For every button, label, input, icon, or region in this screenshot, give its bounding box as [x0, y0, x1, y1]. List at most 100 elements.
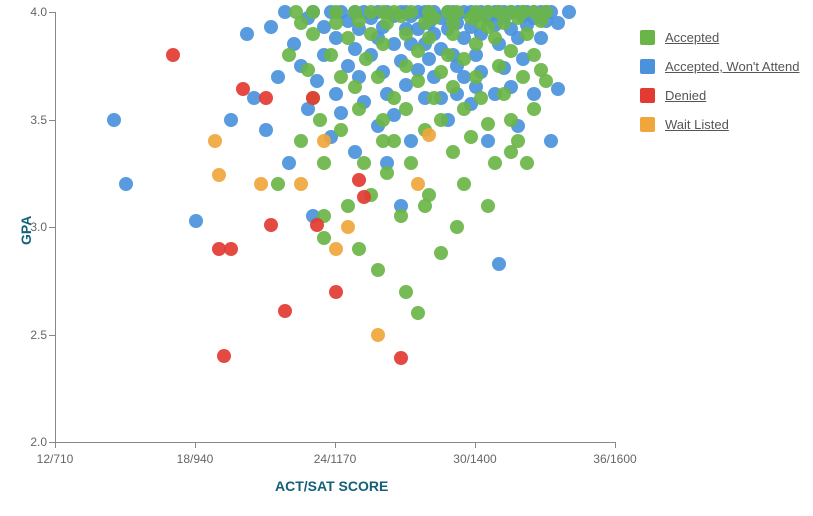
x-tick — [195, 442, 196, 448]
data-point — [394, 209, 408, 223]
data-point — [441, 48, 455, 62]
data-point — [371, 70, 385, 84]
legend-item-wait[interactable]: Wait Listed — [640, 117, 800, 132]
legend-item-denied[interactable]: Denied — [640, 88, 800, 103]
data-point — [376, 134, 390, 148]
data-point — [259, 123, 273, 137]
data-point — [446, 16, 460, 30]
data-point — [434, 113, 448, 127]
x-tick-label: 12/710 — [37, 452, 74, 466]
data-point — [520, 156, 534, 170]
data-point — [411, 74, 425, 88]
data-point — [434, 65, 448, 79]
data-point — [329, 16, 343, 30]
data-point — [551, 82, 565, 96]
data-point — [334, 123, 348, 137]
x-tick-label: 30/1400 — [453, 452, 496, 466]
x-tick-label: 36/1600 — [593, 452, 636, 466]
data-point — [422, 52, 436, 66]
data-point — [217, 349, 231, 363]
data-point — [364, 27, 378, 41]
data-point — [324, 48, 338, 62]
data-point — [278, 304, 292, 318]
data-point — [352, 102, 366, 116]
legend-label: Accepted, Won't Attend — [665, 59, 800, 74]
legend-item-accepted[interactable]: Accepted — [640, 30, 800, 45]
data-point — [334, 70, 348, 84]
x-axis-label: ACT/SAT SCORE — [275, 478, 388, 494]
data-point — [371, 263, 385, 277]
data-point — [310, 218, 324, 232]
data-point — [404, 134, 418, 148]
x-tick-label: 24/1170 — [314, 452, 357, 466]
data-point — [562, 5, 576, 19]
data-point — [224, 113, 238, 127]
data-point — [380, 166, 394, 180]
y-tick-label: 3.0 — [23, 220, 47, 234]
legend-swatch — [640, 59, 655, 74]
data-point — [527, 48, 541, 62]
legend: Accepted Accepted, Won't Attend Denied Wait… — [640, 30, 800, 146]
data-point — [399, 285, 413, 299]
data-point — [427, 11, 441, 25]
data-point — [520, 27, 534, 41]
data-point — [534, 31, 548, 45]
data-point — [492, 257, 506, 271]
data-point — [208, 134, 222, 148]
data-point — [551, 16, 565, 30]
data-point — [306, 5, 320, 19]
data-point — [492, 59, 506, 73]
data-point — [341, 220, 355, 234]
data-point — [259, 91, 273, 105]
data-point — [457, 52, 471, 66]
data-point — [481, 117, 495, 131]
data-point — [474, 91, 488, 105]
scatter-plot — [55, 12, 616, 443]
data-point — [306, 27, 320, 41]
y-tick-label: 4.0 — [23, 5, 47, 19]
legend-label: Denied — [665, 88, 706, 103]
data-point — [481, 20, 495, 34]
data-point — [329, 87, 343, 101]
data-point — [212, 168, 226, 182]
legend-item-wont[interactable]: Accepted, Won't Attend — [640, 59, 800, 74]
data-point — [488, 156, 502, 170]
x-tick-label: 18/940 — [177, 452, 214, 466]
data-point — [189, 214, 203, 228]
data-point — [399, 27, 413, 41]
x-tick — [615, 442, 616, 448]
y-tick-label: 2.5 — [23, 328, 47, 342]
legend-swatch — [640, 117, 655, 132]
x-tick — [335, 442, 336, 448]
y-tick-label: 2.0 — [23, 435, 47, 449]
data-point — [399, 59, 413, 73]
data-point — [418, 199, 432, 213]
legend-swatch — [640, 30, 655, 45]
legend-swatch — [640, 88, 655, 103]
data-point — [119, 177, 133, 191]
data-point — [422, 128, 436, 142]
data-point — [450, 220, 464, 234]
data-point — [317, 231, 331, 245]
data-point — [404, 5, 418, 19]
data-point — [301, 63, 315, 77]
data-point — [411, 44, 425, 58]
data-point — [329, 242, 343, 256]
data-point — [427, 91, 441, 105]
data-point — [107, 113, 121, 127]
data-point — [341, 199, 355, 213]
data-point — [399, 102, 413, 116]
y-tick — [49, 120, 55, 121]
data-point — [544, 134, 558, 148]
data-point — [334, 106, 348, 120]
data-point — [504, 113, 518, 127]
data-point — [527, 102, 541, 116]
data-point — [504, 145, 518, 159]
x-tick — [55, 442, 56, 448]
data-point — [376, 113, 390, 127]
data-point — [313, 113, 327, 127]
data-point — [240, 27, 254, 41]
data-point — [282, 156, 296, 170]
data-point — [446, 80, 460, 94]
data-point — [411, 306, 425, 320]
